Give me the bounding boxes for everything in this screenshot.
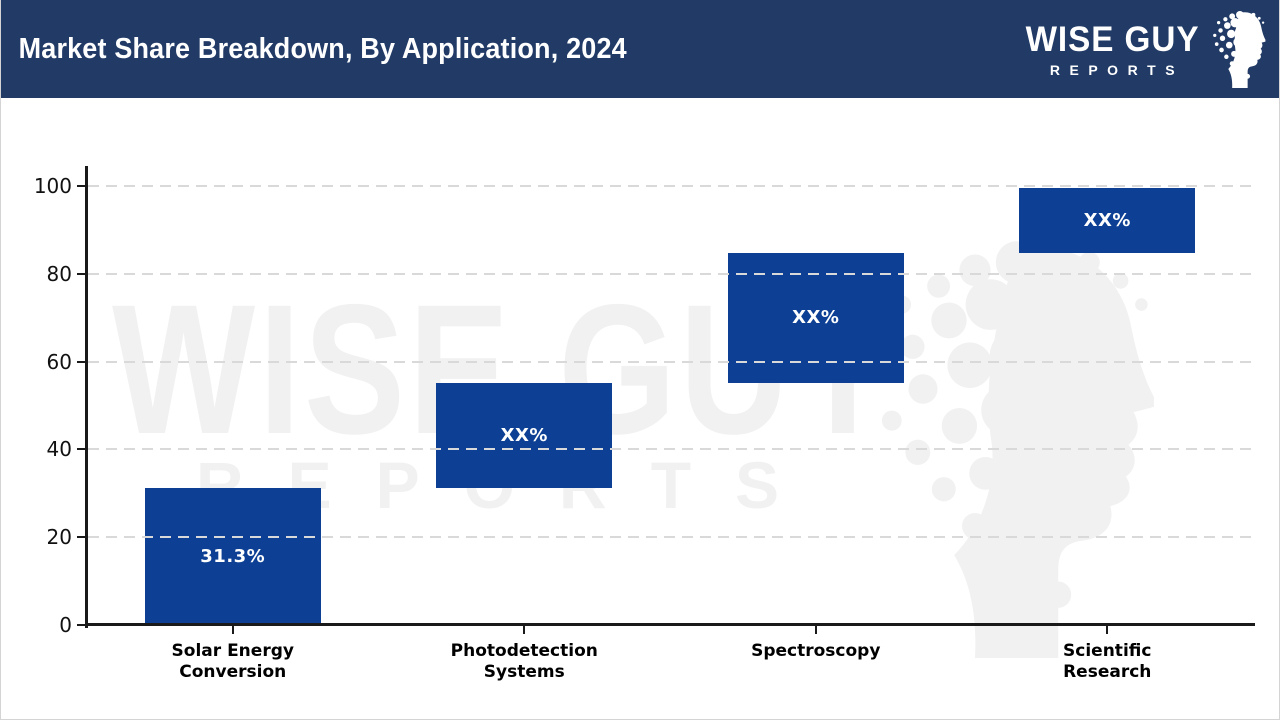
gridline-y40 bbox=[88, 448, 1254, 451]
bar-value-label: 31.3% bbox=[200, 545, 266, 567]
logo-wordmark: WISE GUY bbox=[1025, 19, 1200, 59]
header-bar: Market Share Breakdown, By Application, … bbox=[0, 0, 1280, 98]
x-category-label: Spectroscopy bbox=[670, 641, 962, 662]
x-category-label-line: Scientific bbox=[1063, 641, 1152, 661]
y-tick-label: 60 bbox=[46, 349, 72, 374]
page-title: Market Share Breakdown, By Application, … bbox=[18, 32, 627, 65]
gridline-y100 bbox=[88, 185, 1254, 187]
x-tick-mark bbox=[814, 626, 817, 634]
x-category-label-line: Solar Energy bbox=[171, 641, 294, 661]
x-tick-mark bbox=[523, 626, 526, 634]
logo-text: WISE GUY REPORTS bbox=[1021, 22, 1204, 77]
y-tick-mark bbox=[77, 360, 85, 363]
logo-subtitle: REPORTS bbox=[1049, 61, 1185, 78]
gridline-y80 bbox=[88, 272, 1254, 275]
dotted-head-icon bbox=[1213, 10, 1266, 88]
x-axis-line bbox=[85, 623, 1255, 626]
x-tick-mark bbox=[1106, 626, 1109, 634]
y-tick-label: 40 bbox=[46, 437, 72, 462]
gridline-y20 bbox=[88, 536, 1254, 539]
y-tick-mark bbox=[77, 448, 85, 451]
x-category-label-line: Systems bbox=[483, 662, 565, 682]
bar-value-label: XX% bbox=[500, 424, 548, 446]
bar-solar-energy-conversion: 31.3% bbox=[144, 487, 321, 625]
watermark-dotted-head-icon bbox=[872, 241, 1154, 658]
y-axis-line bbox=[85, 166, 88, 628]
y-tick-mark bbox=[77, 185, 85, 187]
y-tick-label: 100 bbox=[33, 174, 72, 198]
y-tick-mark bbox=[77, 536, 85, 539]
y-tick-label: 0 bbox=[59, 613, 72, 637]
x-category-label: Photodetection Systems bbox=[378, 641, 670, 683]
x-tick-mark bbox=[231, 626, 234, 634]
y-tick-label: 20 bbox=[46, 525, 72, 550]
x-category-label-line: Spectroscopy bbox=[751, 641, 881, 661]
bar-photodetection-systems: XX% bbox=[436, 382, 613, 488]
y-tick-label: 80 bbox=[46, 261, 72, 286]
y-tick-mark bbox=[77, 624, 85, 626]
y-tick-mark bbox=[77, 272, 85, 275]
x-category-label-line: Photodetection bbox=[450, 641, 598, 661]
x-category-label-line: Research bbox=[1063, 662, 1152, 682]
bar-value-label: XX% bbox=[1083, 209, 1131, 231]
x-category-label: Solar Energy Conversion bbox=[87, 641, 379, 683]
gridline-y60 bbox=[88, 360, 1254, 363]
wise-guy-reports-logo: WISE GUY REPORTS bbox=[1014, 7, 1266, 91]
bar-value-label: XX% bbox=[792, 307, 840, 329]
x-category-label: Scientific Research bbox=[961, 641, 1253, 683]
bar-scientific-research: XX% bbox=[1019, 187, 1196, 254]
x-category-label-line: Conversion bbox=[179, 662, 287, 682]
